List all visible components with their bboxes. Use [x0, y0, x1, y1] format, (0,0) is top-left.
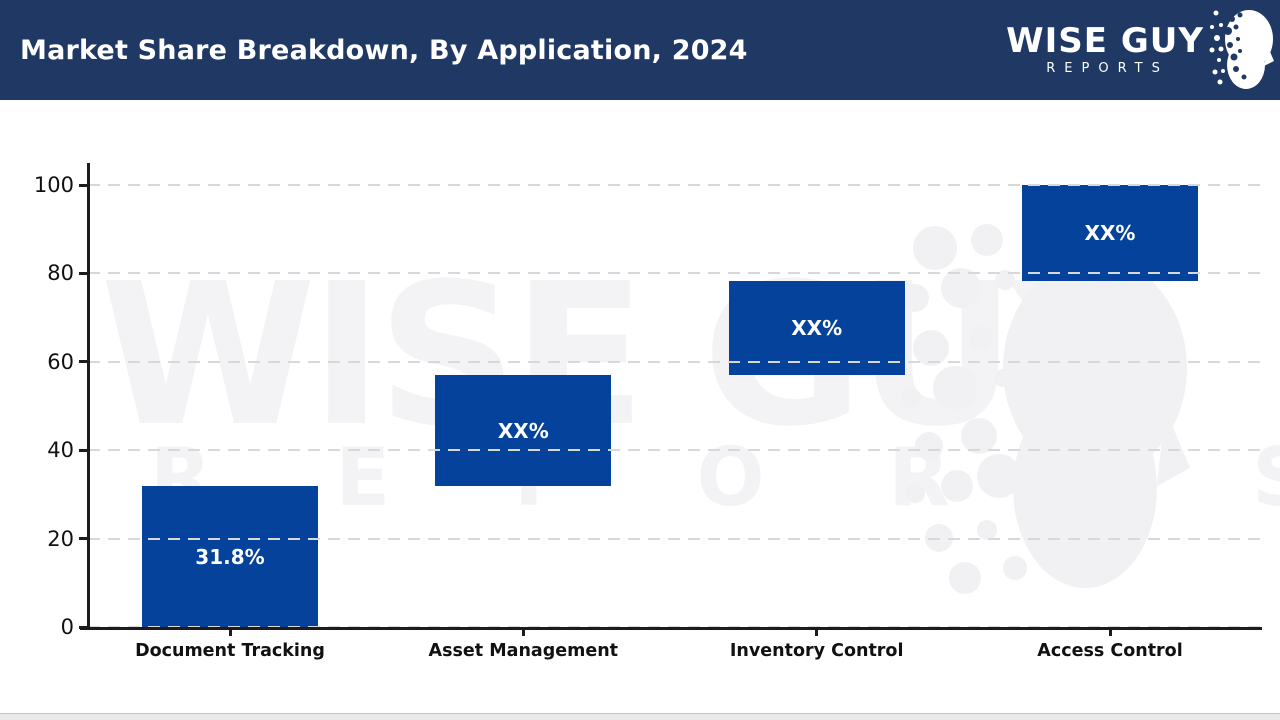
x-tick-3 [815, 629, 819, 636]
y-tick-label-40: 40 [47, 438, 74, 463]
logo-wordmark: WISE GUY [1006, 21, 1204, 61]
logo-subtitle: REPORTS [1046, 61, 1169, 76]
y-tick-100 [79, 183, 88, 187]
y-tick-80 [79, 271, 88, 275]
chart-area: WISE GUY. R E P O R T S 0 20 40 60 80 100 31 [0, 100, 1280, 713]
x-tick-4 [1108, 629, 1112, 636]
x-tick-2 [521, 629, 525, 636]
category-label-1: Document Tracking [135, 641, 325, 661]
header-bar: Market Share Breakdown, By Application, … [0, 0, 1280, 100]
y-tick-label-100: 100 [33, 173, 74, 197]
watermark-face-icon [895, 218, 1190, 607]
y-axis-line [87, 163, 90, 629]
bar-asset-management [435, 374, 612, 487]
category-label-4: Access Control [1037, 641, 1183, 661]
bar-access-control [1022, 185, 1198, 281]
y-tick-label-60: 60 [47, 349, 74, 374]
bar-value-label: XX% [497, 418, 549, 443]
y-tick-label-80: 80 [47, 261, 74, 286]
bar-value-label: XX% [1084, 220, 1136, 245]
category-label-2: Asset Management [428, 641, 619, 661]
x-axis-line [80, 627, 1262, 630]
page-title: Market Share Breakdown, By Application, … [20, 34, 748, 66]
gridline-60 [88, 360, 1262, 363]
gridline-40 [88, 449, 1262, 452]
gridline-20 [88, 537, 1262, 540]
bar-value-label: XX% [791, 315, 843, 340]
y-tick-label-0: 0 [60, 615, 74, 639]
y-tick-40 [79, 448, 88, 452]
footer-bar [0, 713, 1280, 720]
category-label-3: Inventory Control [729, 641, 904, 661]
bar-document-tracking [142, 486, 318, 627]
wise-guy-logo: WISE GUY REPORTS [1006, 5, 1274, 95]
bar-value-label: 31.8% [195, 544, 265, 569]
bar-inventory-control [728, 280, 905, 375]
gridline-100 [88, 184, 1262, 186]
y-tick-20 [79, 537, 88, 541]
x-tick-1 [228, 629, 232, 636]
y-tick-60 [79, 360, 88, 364]
y-tick-0 [79, 625, 88, 629]
gridline-80 [88, 272, 1262, 275]
logo-face-icon [1208, 5, 1274, 95]
logo-text: WISE GUY REPORTS [1006, 24, 1204, 76]
y-tick-label-20: 20 [47, 526, 74, 551]
